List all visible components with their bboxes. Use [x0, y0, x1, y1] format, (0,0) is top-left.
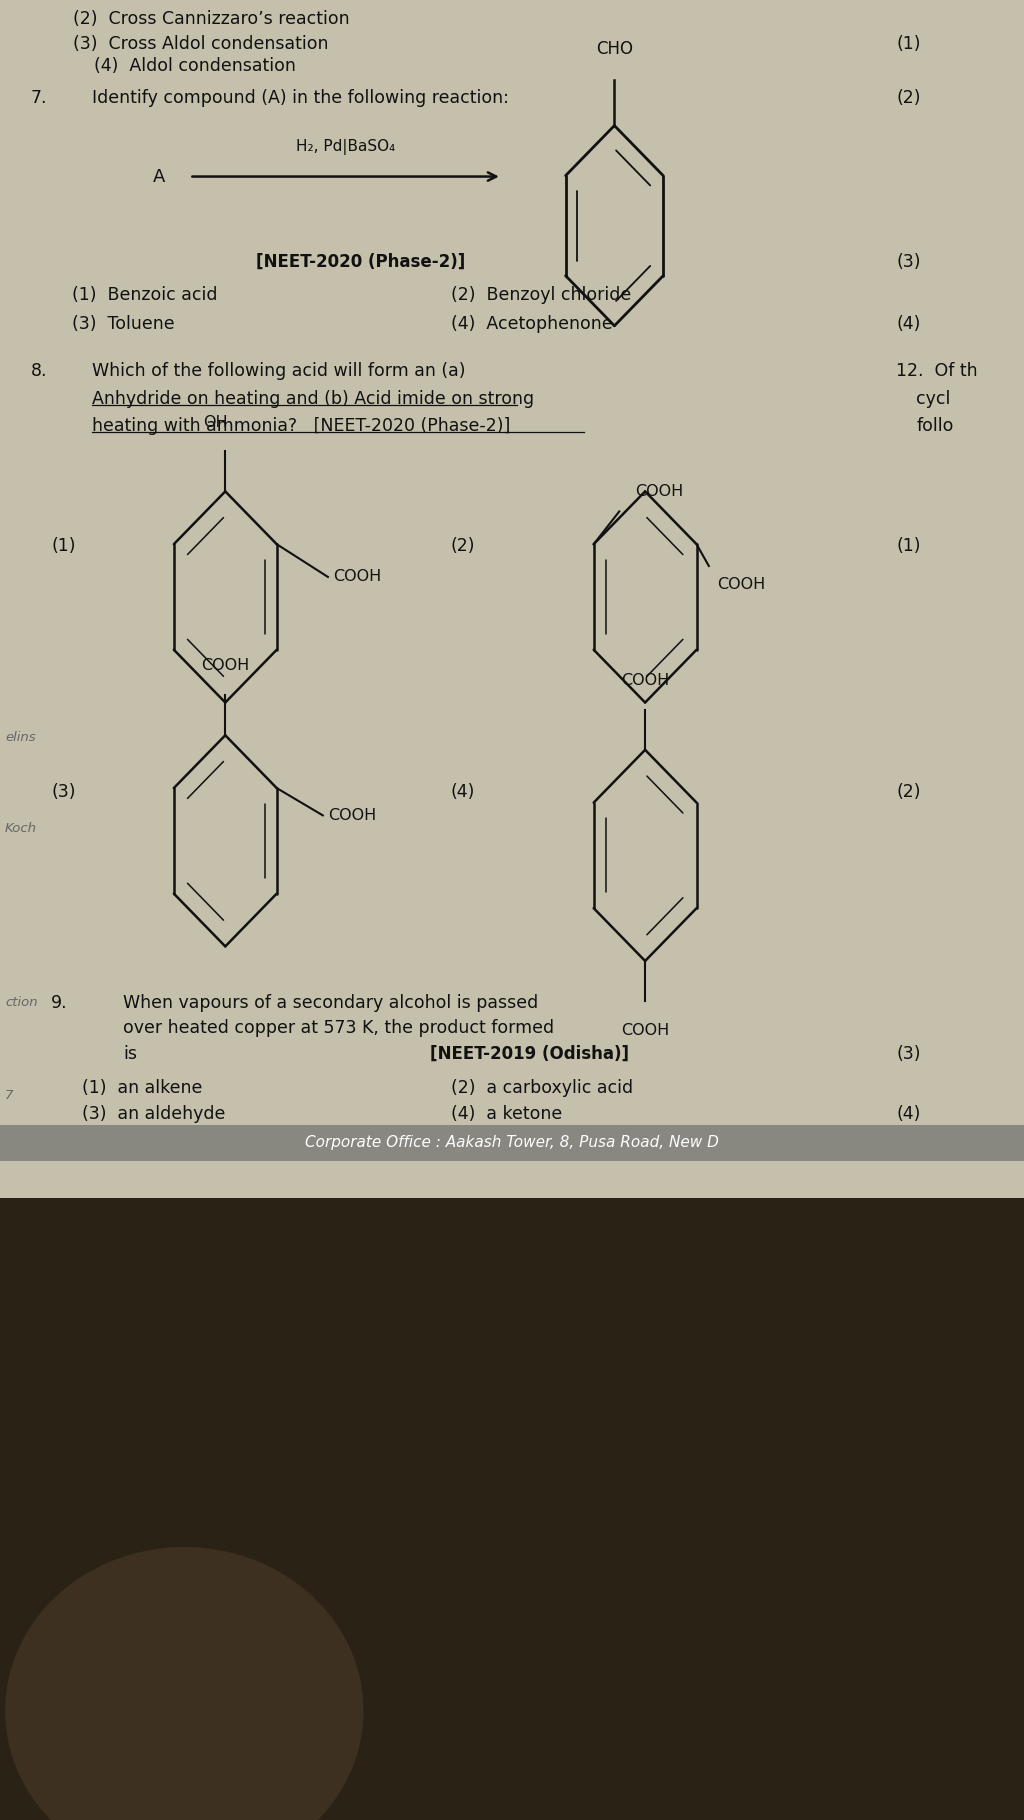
Bar: [0, 1125, 1024, 1161]
Text: 12.  Of th: 12. Of th: [896, 362, 978, 380]
Text: ction: ction: [5, 996, 38, 1010]
Text: follo: follo: [916, 417, 953, 435]
Text: cycl: cycl: [916, 389, 951, 408]
Text: (3)  Toluene: (3) Toluene: [72, 315, 174, 333]
Text: COOH: COOH: [621, 1023, 670, 1037]
Text: (1)  an alkene: (1) an alkene: [82, 1079, 203, 1097]
Text: (4): (4): [896, 315, 921, 333]
Text: Koch: Koch: [5, 821, 37, 835]
Text: heating with ammonia?   [NEET-2020 (Phase-2)]: heating with ammonia? [NEET-2020 (Phase-…: [92, 417, 511, 435]
Text: COOH: COOH: [201, 659, 250, 673]
Text: 8.: 8.: [31, 362, 47, 380]
Text: 7: 7: [5, 1088, 13, 1103]
Ellipse shape: [5, 1547, 364, 1820]
Text: over heated copper at 573 K, the product formed: over heated copper at 573 K, the product…: [123, 1019, 554, 1037]
Text: (1): (1): [896, 35, 921, 53]
Text: (4): (4): [451, 783, 475, 801]
Text: When vapours of a secondary alcohol is passed: When vapours of a secondary alcohol is p…: [123, 994, 539, 1012]
Text: COOH: COOH: [717, 577, 765, 592]
Text: [NEET-2020 (Phase-2)]: [NEET-2020 (Phase-2)]: [256, 253, 465, 271]
Text: (2): (2): [896, 89, 921, 107]
Text: (1): (1): [896, 537, 921, 555]
Text: [NEET-2019 (Odisha)]: [NEET-2019 (Odisha)]: [430, 1045, 629, 1063]
Text: 9.: 9.: [51, 994, 68, 1012]
Bar: [0, 1198, 1024, 1820]
Text: COOH: COOH: [621, 673, 670, 688]
Text: (2)  Benzoyl chloride: (2) Benzoyl chloride: [451, 286, 631, 304]
Text: (4)  Acetophenone: (4) Acetophenone: [451, 315, 612, 333]
Text: COOH: COOH: [635, 484, 683, 499]
Text: (4)  Aldol condensation: (4) Aldol condensation: [72, 58, 296, 75]
Text: elins: elins: [5, 730, 36, 744]
Text: (3)  an aldehyde: (3) an aldehyde: [82, 1105, 225, 1123]
Text: (4)  a ketone: (4) a ketone: [451, 1105, 562, 1123]
Text: (1)  Benzoic acid: (1) Benzoic acid: [72, 286, 217, 304]
Text: (1): (1): [51, 537, 76, 555]
Text: COOH: COOH: [333, 570, 381, 584]
Text: (2): (2): [451, 537, 475, 555]
Text: 7.: 7.: [31, 89, 47, 107]
Text: CHO: CHO: [596, 40, 633, 58]
Text: Corporate Office : Aakash Tower, 8, Pusa Road, New D: Corporate Office : Aakash Tower, 8, Pusa…: [305, 1136, 719, 1150]
Text: (3)  Cross Aldol condensation: (3) Cross Aldol condensation: [51, 35, 329, 53]
Text: is: is: [123, 1045, 137, 1063]
Text: Which of the following acid will form an (a): Which of the following acid will form an…: [92, 362, 466, 380]
Text: Anhydride on heating and (b) Acid imide on strong: Anhydride on heating and (b) Acid imide …: [92, 389, 535, 408]
Text: Identify compound (A) in the following reaction:: Identify compound (A) in the following r…: [92, 89, 509, 107]
Text: A: A: [153, 167, 165, 186]
Text: (4): (4): [896, 1105, 921, 1123]
Text: COOH: COOH: [328, 808, 376, 823]
Text: OH: OH: [203, 415, 227, 430]
Text: (3): (3): [896, 1045, 921, 1063]
Text: (3): (3): [896, 253, 921, 271]
Text: H₂, Pd|BaSO₄: H₂, Pd|BaSO₄: [296, 138, 395, 155]
Text: (2): (2): [896, 783, 921, 801]
Text: (2)  Cross Cannizzaro’s reaction: (2) Cross Cannizzaro’s reaction: [51, 11, 350, 27]
Text: (2)  a carboxylic acid: (2) a carboxylic acid: [451, 1079, 633, 1097]
Text: (3): (3): [51, 783, 76, 801]
